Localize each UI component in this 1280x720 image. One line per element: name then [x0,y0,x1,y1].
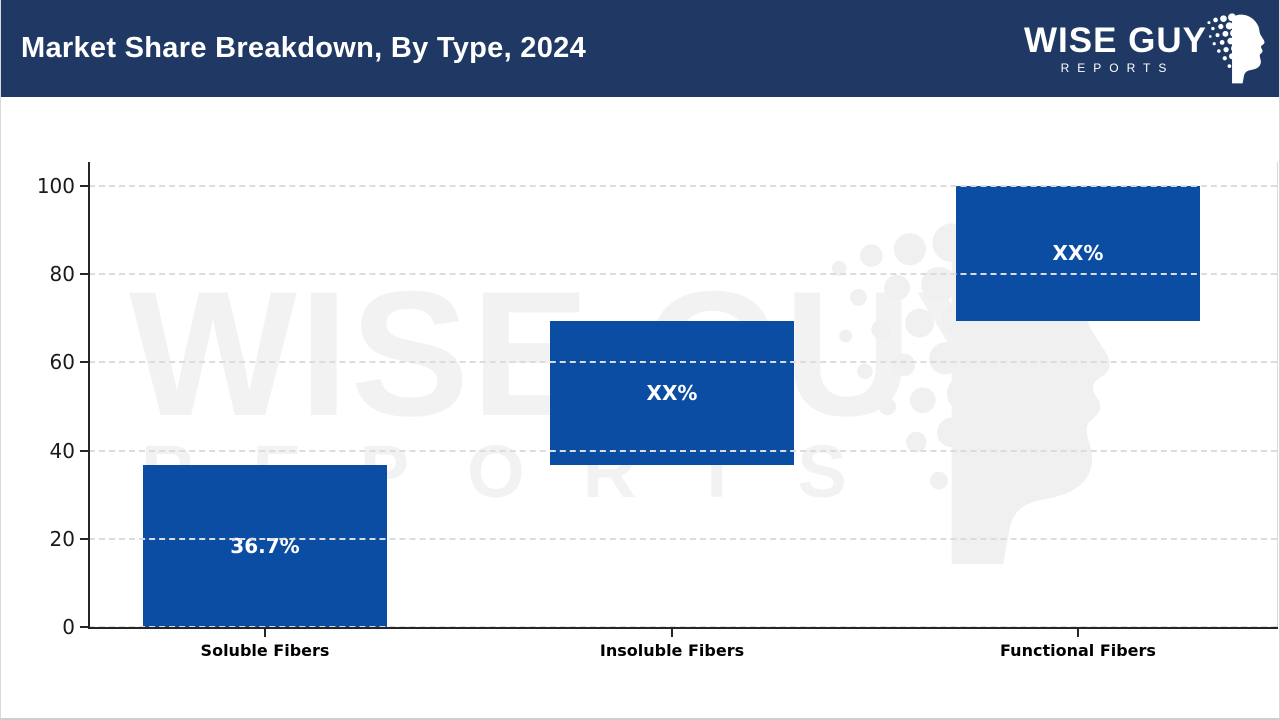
x-category-label: Functional Fibers [1000,641,1156,660]
y-tick-mark [80,537,88,540]
x-tick-mark [1077,629,1079,637]
gridline-y-80 [89,273,1277,276]
bar-value-label: XX% [1052,241,1104,266]
bar-2: XX% [550,320,794,466]
x-category-label: Insoluble Fibers [599,641,745,660]
chart-area: WISE GUY REPORTS 0 20 40 60 80 100 36.7% Solubl… [1,97,1279,717]
y-tick-mark [80,185,88,187]
x-category-label: Soluble Fibers [200,641,330,660]
y-tick-label: 80 [49,262,75,287]
gridline-y-100 [89,185,1277,187]
y-tick-label: 40 [49,438,75,463]
page-title: Market Share Breakdown, By Type, 2024 [21,32,587,64]
bar-1: 36.7% [143,465,387,627]
y-tick-mark [80,626,88,628]
y-tick-mark [80,273,88,276]
y-axis-spine [88,162,90,629]
y-tick-mark [80,449,88,452]
header: Market Share Breakdown, By Type, 2024 WI… [1,0,1279,97]
bar-value-label: XX% [646,381,698,406]
gridline-y-60 [89,361,1277,364]
brand-logo: WISE GUY REPORTS [1024,7,1269,91]
y-tick-label: 0 [62,615,75,639]
plot: 0 20 40 60 80 100 36.7% Soluble Fibers XX% Insolu… [1,97,1279,717]
logo-subtext: REPORTS [1060,60,1175,75]
y-tick-mark [80,361,88,364]
logo-wordmark: WISE GUY [1023,20,1207,60]
gridline-y-20 [89,537,1277,540]
x-tick-mark [671,629,673,637]
y-tick-label: 20 [49,526,75,551]
y-tick-label: 100 [36,174,75,198]
x-tick-mark [264,629,266,637]
y-tick-label: 60 [49,350,75,375]
logo-face-icon [1203,7,1269,91]
right-spine [1277,162,1278,627]
x-axis-spine [88,627,1278,629]
gridline-y-40 [89,449,1277,452]
brand-logo-text: WISE GUY REPORTS [1024,23,1207,75]
bar-3: XX% [956,186,1200,321]
